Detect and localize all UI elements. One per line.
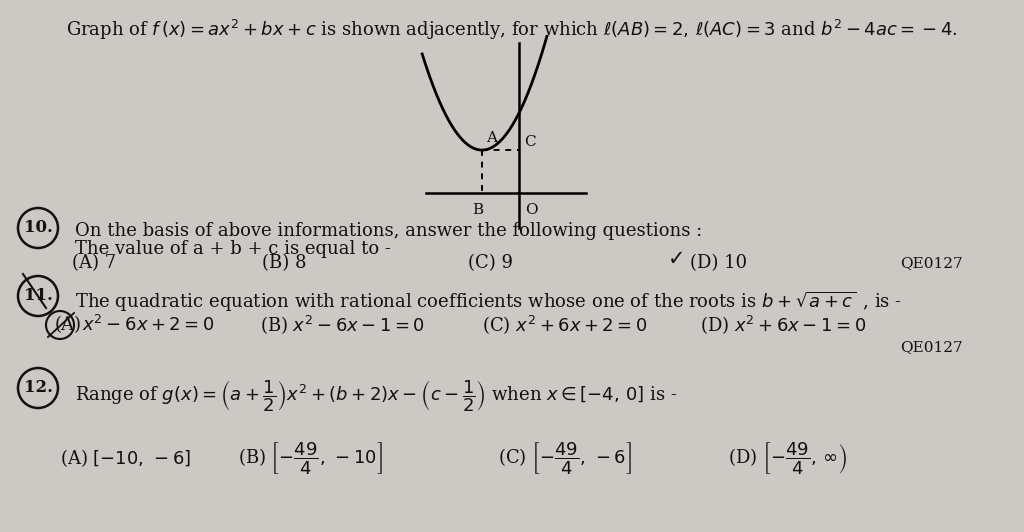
Text: (D) $x^2 + 6x - 1 = 0$: (D) $x^2 + 6x - 1 = 0$: [700, 313, 866, 336]
Text: (D) $\left[-\dfrac{49}{4},\,\infty\right)$: (D) $\left[-\dfrac{49}{4},\,\infty\right…: [728, 440, 847, 476]
Text: On the basis of above informations, answer the following questions :: On the basis of above informations, answ…: [75, 222, 702, 240]
Text: Graph of $f\,(x) = ax^2 + bx + c$ is shown adjacently, for which $\ell(AB)=2,\,\: Graph of $f\,(x) = ax^2 + bx + c$ is sho…: [67, 18, 957, 42]
Text: QE0127: QE0127: [900, 256, 963, 270]
Text: B: B: [473, 203, 483, 217]
Text: (A): (A): [55, 316, 82, 334]
Text: (C) $\left[-\dfrac{49}{4},\,-6\right]$: (C) $\left[-\dfrac{49}{4},\,-6\right]$: [498, 440, 632, 476]
Text: (B) $x^2 - 6x - 1 = 0$: (B) $x^2 - 6x - 1 = 0$: [260, 313, 425, 336]
Text: $x^2 - 6x + 2 = 0$: $x^2 - 6x + 2 = 0$: [82, 315, 214, 335]
Text: 11.: 11.: [24, 287, 52, 304]
Text: The quadratic equation with rational coefficients whose one of the roots is $b +: The quadratic equation with rational coe…: [75, 290, 902, 314]
Text: (A) $[-10,\,-6]$: (A) $[-10,\,-6]$: [60, 447, 190, 469]
Text: A: A: [486, 131, 498, 145]
Text: (B) $\left[-\dfrac{49}{4},\,-10\right]$: (B) $\left[-\dfrac{49}{4},\,-10\right]$: [238, 440, 383, 476]
Text: O: O: [525, 203, 538, 217]
Text: (D) 10: (D) 10: [690, 254, 748, 272]
Text: (C) $x^2 + 6x + 2 = 0$: (C) $x^2 + 6x + 2 = 0$: [482, 313, 647, 336]
Text: 12.: 12.: [24, 379, 52, 396]
Text: (A) 7: (A) 7: [72, 254, 116, 272]
Text: 10.: 10.: [24, 220, 52, 237]
Text: Range of $g(x) = \left(a+\dfrac{1}{2}\right)x^2 + (b+2)x - \left(c-\dfrac{1}{2}\: Range of $g(x) = \left(a+\dfrac{1}{2}\ri…: [75, 378, 678, 414]
Text: ✓: ✓: [668, 249, 685, 269]
Text: (C) 9: (C) 9: [468, 254, 513, 272]
Text: C: C: [523, 135, 536, 148]
Text: The value of a + b + c is equal to -: The value of a + b + c is equal to -: [75, 240, 391, 258]
Text: (B) 8: (B) 8: [262, 254, 306, 272]
Text: QE0127: QE0127: [900, 340, 963, 354]
